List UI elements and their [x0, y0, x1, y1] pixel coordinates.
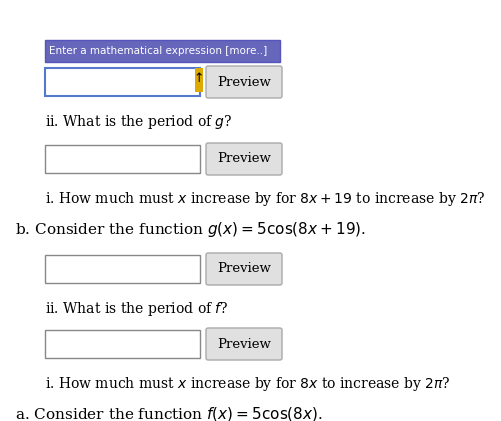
FancyBboxPatch shape	[45, 255, 199, 283]
FancyBboxPatch shape	[45, 145, 199, 173]
Text: ↑: ↑	[193, 72, 204, 85]
FancyBboxPatch shape	[205, 253, 282, 285]
Text: a. Consider the function $f(x) = 5\cos(8x)$.: a. Consider the function $f(x) = 5\cos(8…	[15, 405, 322, 421]
FancyBboxPatch shape	[45, 68, 199, 96]
FancyBboxPatch shape	[194, 68, 202, 92]
Text: ii. What is the period of $g$?: ii. What is the period of $g$?	[45, 113, 232, 131]
FancyBboxPatch shape	[205, 328, 282, 360]
Text: b. Consider the function $g(x) = 5\cos(8x + 19)$.: b. Consider the function $g(x) = 5\cos(8…	[15, 220, 365, 239]
Text: Preview: Preview	[216, 338, 271, 351]
Text: Preview: Preview	[216, 152, 271, 165]
Text: Preview: Preview	[216, 75, 271, 88]
Text: Preview: Preview	[216, 263, 271, 275]
FancyBboxPatch shape	[205, 143, 282, 175]
Text: i. How much must $x$ increase by for $8x + 19$ to increase by $2\pi$?: i. How much must $x$ increase by for $8x…	[45, 190, 484, 208]
FancyBboxPatch shape	[45, 330, 199, 358]
Text: ii. What is the period of $f$?: ii. What is the period of $f$?	[45, 300, 228, 318]
Text: Enter a mathematical expression [more..]: Enter a mathematical expression [more..]	[49, 46, 267, 56]
Text: i. How much must $x$ increase by for $8x$ to increase by $2\pi$?: i. How much must $x$ increase by for $8x…	[45, 375, 450, 393]
FancyBboxPatch shape	[205, 66, 282, 98]
FancyBboxPatch shape	[45, 40, 280, 62]
